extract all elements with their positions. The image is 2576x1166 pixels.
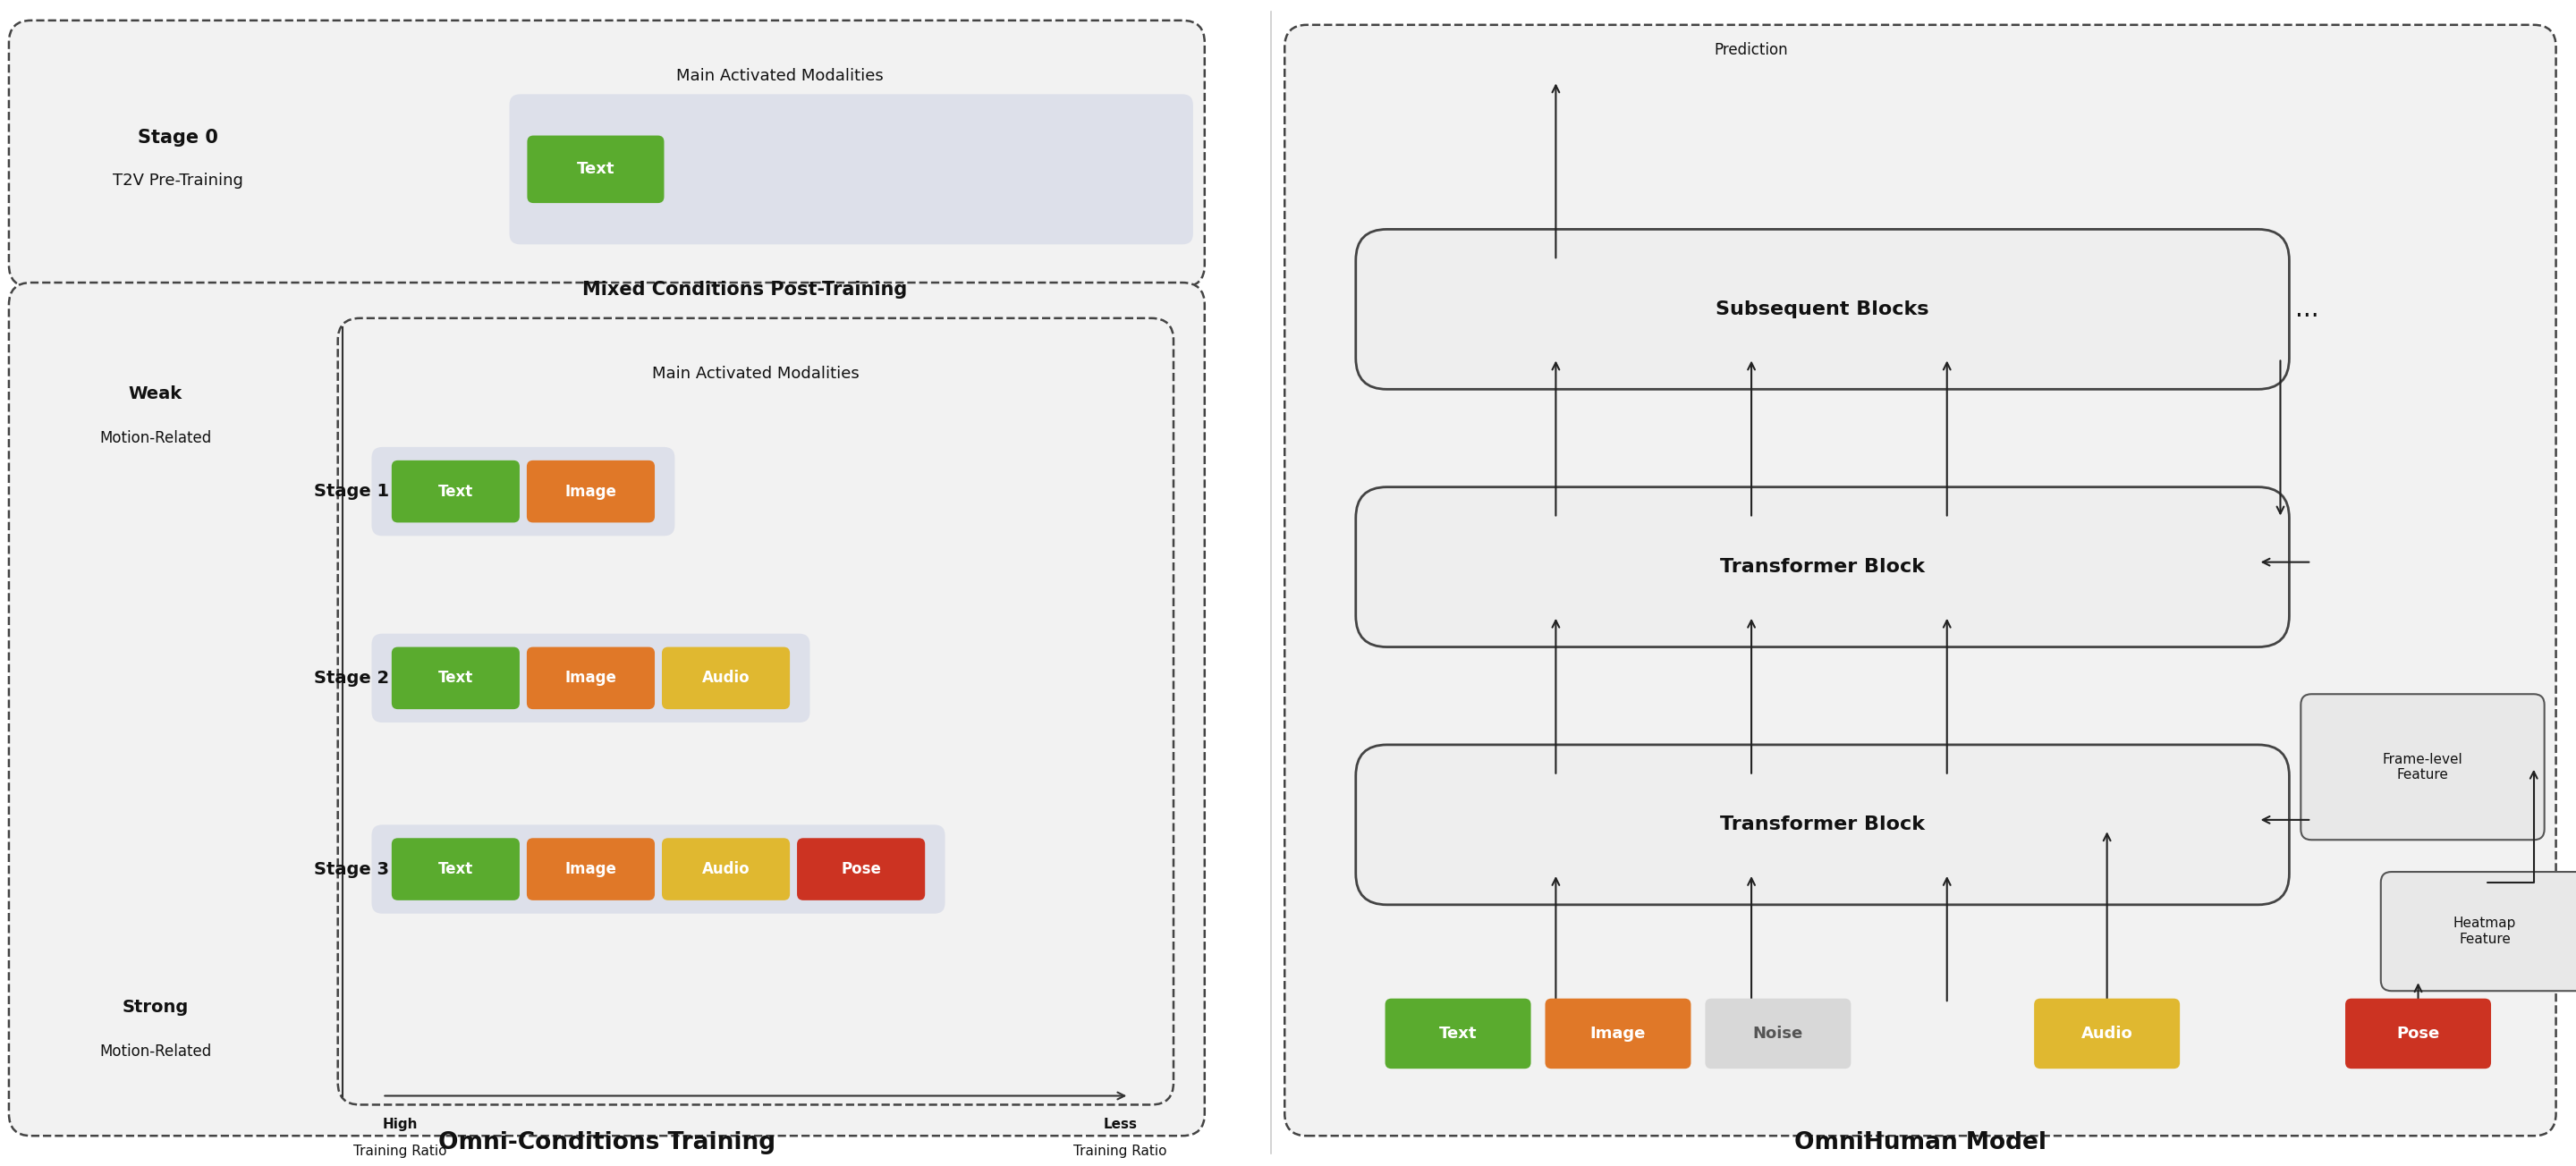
Text: Image: Image (564, 484, 616, 499)
Text: Text: Text (1440, 1026, 1476, 1041)
Text: Omni-Conditions Training: Omni-Conditions Training (438, 1131, 775, 1154)
FancyBboxPatch shape (796, 838, 925, 900)
FancyBboxPatch shape (1355, 745, 2290, 905)
Text: Stage 1: Stage 1 (314, 483, 389, 500)
FancyBboxPatch shape (8, 21, 1206, 287)
Text: Transformer Block: Transformer Block (1721, 559, 1924, 576)
Text: Audio: Audio (701, 670, 750, 686)
FancyBboxPatch shape (392, 838, 520, 900)
Text: Audio: Audio (2081, 1026, 2133, 1041)
Text: Heatmap
Feature: Heatmap Feature (2452, 916, 2517, 946)
Text: Transformer Block: Transformer Block (1721, 816, 1924, 834)
FancyBboxPatch shape (526, 461, 654, 522)
Text: Subsequent Blocks: Subsequent Blocks (1716, 301, 1929, 318)
Text: Main Activated Modalities: Main Activated Modalities (675, 69, 884, 84)
Text: Stage 0: Stage 0 (137, 128, 219, 147)
Text: Text: Text (438, 862, 474, 877)
FancyBboxPatch shape (1285, 24, 2555, 1136)
Text: T2V Pre-Training: T2V Pre-Training (113, 173, 242, 189)
Text: Mixed Conditions Post-Training: Mixed Conditions Post-Training (582, 281, 907, 298)
Text: Image: Image (564, 862, 616, 877)
Text: Training Ratio: Training Ratio (353, 1144, 446, 1158)
Text: Noise: Noise (1752, 1026, 1803, 1041)
Text: Stage 2: Stage 2 (314, 669, 389, 687)
Text: Audio: Audio (701, 862, 750, 877)
FancyBboxPatch shape (1386, 998, 1530, 1069)
FancyBboxPatch shape (371, 633, 809, 723)
Text: Image: Image (1589, 1026, 1646, 1041)
Text: Text: Text (438, 484, 474, 499)
FancyBboxPatch shape (8, 282, 1206, 1136)
Text: Prediction: Prediction (1716, 42, 1788, 58)
FancyBboxPatch shape (1355, 230, 2290, 389)
Text: Training Ratio: Training Ratio (1074, 1144, 1167, 1158)
FancyBboxPatch shape (528, 135, 665, 203)
FancyBboxPatch shape (2380, 872, 2576, 991)
Text: Less: Less (1103, 1117, 1136, 1131)
FancyBboxPatch shape (2344, 998, 2491, 1069)
FancyBboxPatch shape (526, 647, 654, 709)
Text: ...: ... (2295, 296, 2318, 322)
Text: Motion-Related: Motion-Related (100, 1044, 211, 1060)
FancyBboxPatch shape (526, 838, 654, 900)
FancyBboxPatch shape (662, 838, 791, 900)
Text: Main Activated Modalities: Main Activated Modalities (652, 366, 860, 382)
FancyBboxPatch shape (392, 461, 520, 522)
FancyBboxPatch shape (1355, 487, 2290, 647)
Text: Stage 3: Stage 3 (314, 861, 389, 878)
FancyBboxPatch shape (662, 647, 791, 709)
FancyBboxPatch shape (2300, 694, 2545, 840)
Text: Frame-level
Feature: Frame-level Feature (2383, 752, 2463, 781)
FancyBboxPatch shape (2035, 998, 2179, 1069)
Text: Motion-Related: Motion-Related (100, 430, 211, 447)
FancyBboxPatch shape (371, 447, 675, 536)
Text: Weak: Weak (129, 385, 183, 402)
Text: Text: Text (438, 670, 474, 686)
FancyBboxPatch shape (1546, 998, 1690, 1069)
FancyBboxPatch shape (510, 94, 1193, 245)
Text: Pose: Pose (2396, 1026, 2439, 1041)
Text: High: High (381, 1117, 417, 1131)
FancyBboxPatch shape (1705, 998, 1852, 1069)
Text: Text: Text (577, 161, 616, 177)
Text: Image: Image (564, 670, 616, 686)
FancyBboxPatch shape (392, 647, 520, 709)
Text: OmniHuman Model: OmniHuman Model (1793, 1131, 2045, 1154)
FancyBboxPatch shape (371, 824, 945, 914)
Text: Strong: Strong (124, 998, 188, 1016)
Text: Pose: Pose (840, 862, 881, 877)
